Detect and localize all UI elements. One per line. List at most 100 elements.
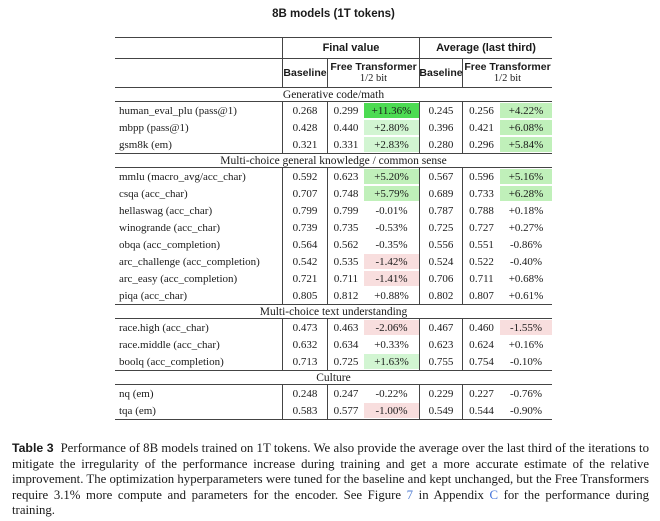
corner-cell xyxy=(115,38,283,58)
cell-final-delta: -1.42% xyxy=(364,253,420,270)
free-transformer-label: Free Transformer xyxy=(330,61,417,73)
figure-ref-link[interactable]: 7 xyxy=(406,487,414,502)
table-title: 8B models (1T tokens) xyxy=(272,8,395,20)
cell-final-ft: 0.735 xyxy=(333,221,359,234)
cell-avg-delta: -1.55% xyxy=(500,319,552,336)
cell-avg-ft: 0.807 xyxy=(469,289,494,302)
corner-cell xyxy=(115,59,283,87)
cell-final-ft: 0.440 xyxy=(333,121,359,134)
table-row: race.middle (acc_char) 0.632 0.634 +0.33% 0.… xyxy=(115,336,552,353)
col-header-free-transformer-final: Free Transformer 1/2 bit xyxy=(328,59,420,87)
cell-final-baseline: 0.542 xyxy=(283,253,328,270)
cell-label: hellaswag (acc_char) xyxy=(115,202,283,219)
table-caption: Table 3 Performance of 8B models trained … xyxy=(12,441,649,519)
cell-final-ft: 0.331 xyxy=(333,138,359,151)
half-bit-label: 1/2 bit xyxy=(493,73,522,84)
cell-label: piqa (acc_char) xyxy=(115,287,283,304)
cell-avg-baseline: 0.556 xyxy=(420,236,463,253)
cell-final-ft: 0.535 xyxy=(333,255,359,268)
cell-label: obqa (acc_completion) xyxy=(115,236,283,253)
cell-avg-delta: +0.27% xyxy=(508,221,544,234)
cell-final-delta: +2.80% xyxy=(364,119,420,136)
cell-final-delta: +5.20% xyxy=(364,168,420,185)
cell-final-ft: 0.634 xyxy=(333,338,359,351)
cell-final-baseline: 0.583 xyxy=(283,402,328,419)
cell-avg-ft: 0.711 xyxy=(469,272,494,285)
cell-avg-baseline: 0.245 xyxy=(420,102,463,119)
cell-final-baseline: 0.248 xyxy=(283,385,328,402)
group-header-row: Final value Average (last third) xyxy=(115,37,552,59)
cell-label: human_eval_plu (pass@1) xyxy=(115,102,283,119)
cell-avg-baseline: 0.524 xyxy=(420,253,463,270)
cell-final-delta: -0.22% xyxy=(364,385,420,402)
cell-final-delta: +1.63% xyxy=(364,353,420,370)
cell-avg-ft: 0.227 xyxy=(469,387,494,400)
column-header-row: Baseline Free Transformer 1/2 bit Baseli… xyxy=(115,59,552,87)
table-row: arc_easy (acc_completion) 0.721 0.711 -1.41… xyxy=(115,270,552,287)
cell-label: tqa (em) xyxy=(115,402,283,419)
cell-final-baseline: 0.473 xyxy=(283,319,328,336)
table-row: arc_challenge (acc_completion) 0.542 0.535… xyxy=(115,253,552,270)
cell-avg-delta: +0.18% xyxy=(508,204,544,217)
cell-final-baseline: 0.805 xyxy=(283,287,328,304)
cell-avg-delta: +6.28% xyxy=(500,185,552,202)
table-row: hellaswag (acc_char) 0.799 0.799 -0.01% 0.78… xyxy=(115,202,552,219)
col-header-free-transformer-average: Free Transformer 1/2 bit xyxy=(463,59,552,87)
cell-final-delta: -0.35% xyxy=(364,236,420,253)
cell-final-baseline: 0.428 xyxy=(283,119,328,136)
cell-final-delta: -0.53% xyxy=(364,219,420,236)
cell-final-delta: -1.41% xyxy=(364,270,420,287)
section-label: Multi-choice general knowledge / common … xyxy=(115,153,552,168)
cell-final-delta: +5.79% xyxy=(364,185,420,202)
table-row: tqa (em) 0.583 0.577 -1.00% 0.549 0.544 -0.90% xyxy=(115,402,552,419)
cell-avg-delta: +4.22% xyxy=(500,102,552,119)
cell-avg-delta: +5.16% xyxy=(500,168,552,185)
cell-final-ft: 0.748 xyxy=(333,187,359,200)
cell-label: race.high (acc_char) xyxy=(115,319,283,336)
cell-avg-baseline: 0.280 xyxy=(420,136,463,153)
cell-final-baseline: 0.721 xyxy=(283,270,328,287)
cell-final-ft: 0.562 xyxy=(333,238,359,251)
cell-avg-ft: 0.596 xyxy=(469,170,494,183)
cell-avg-baseline: 0.755 xyxy=(420,353,463,370)
section-label: Generative code/math xyxy=(115,87,552,102)
cell-final-delta: +2.83% xyxy=(364,136,420,153)
cell-final-ft: 0.247 xyxy=(333,387,359,400)
cell-avg-delta: +5.84% xyxy=(500,136,552,153)
cell-final-delta: -0.01% xyxy=(364,202,420,219)
cell-final-baseline: 0.713 xyxy=(283,353,328,370)
cell-avg-baseline: 0.787 xyxy=(420,202,463,219)
cell-avg-ft: 0.624 xyxy=(469,338,494,351)
group-header-average: Average (last third) xyxy=(436,42,536,54)
table-row: mmlu (macro_avg/acc_char) 0.592 0.623 +5.20… xyxy=(115,168,552,185)
cell-avg-ft: 0.296 xyxy=(469,138,494,151)
cell-label: arc_easy (acc_completion) xyxy=(115,270,283,287)
cell-final-ft: 0.463 xyxy=(333,321,359,334)
cell-avg-ft: 0.754 xyxy=(469,355,494,368)
free-transformer-label: Free Transformer xyxy=(464,61,551,73)
table-row: nq (em) 0.248 0.247 -0.22% 0.229 0.227 -0.76% xyxy=(115,385,552,402)
cell-final-baseline: 0.707 xyxy=(283,185,328,202)
cell-final-delta: +0.88% xyxy=(364,287,420,304)
cell-avg-baseline: 0.623 xyxy=(420,336,463,353)
cell-avg-delta: -0.90% xyxy=(509,404,543,417)
appendix-ref-link[interactable]: C xyxy=(489,487,499,502)
table-row: boolq (acc_completion) 0.713 0.725 +1.63% 0.… xyxy=(115,353,552,370)
cell-label: mmlu (macro_avg/acc_char) xyxy=(115,168,283,185)
group-header-final-value: Final value xyxy=(283,38,420,58)
cell-avg-baseline: 0.229 xyxy=(420,385,463,402)
cell-avg-delta: +6.08% xyxy=(500,119,552,136)
cell-final-baseline: 0.739 xyxy=(283,219,328,236)
cell-avg-baseline: 0.549 xyxy=(420,402,463,419)
cell-avg-delta: +0.68% xyxy=(508,272,544,285)
cell-avg-ft: 0.460 xyxy=(469,321,494,334)
cell-label: race.middle (acc_char) xyxy=(115,336,283,353)
cell-avg-baseline: 0.689 xyxy=(420,185,463,202)
cell-avg-baseline: 0.802 xyxy=(420,287,463,304)
cell-final-ft: 0.711 xyxy=(333,272,359,285)
cell-final-delta: -1.00% xyxy=(364,402,420,419)
cell-avg-ft: 0.522 xyxy=(469,255,494,268)
cell-label: csqa (acc_char) xyxy=(115,185,283,202)
table-row: mbpp (pass@1) 0.428 0.440 +2.80% 0.396 0.421 +… xyxy=(115,119,552,136)
